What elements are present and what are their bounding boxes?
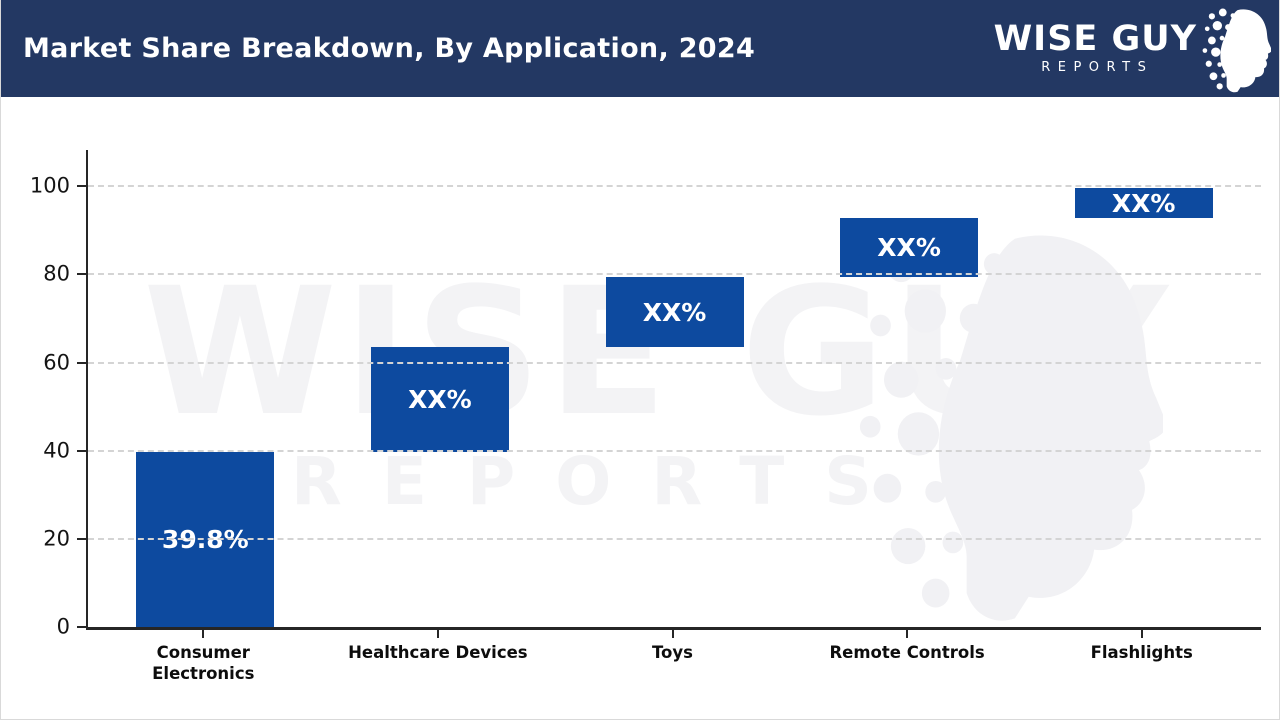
- y-tick-label: 100: [29, 173, 70, 198]
- gridline: [88, 449, 1261, 452]
- x-category-label: Healthcare Devices: [348, 643, 528, 662]
- chart-canvas: WISE GUY REPORTS 0 20 40 60 80 100 39.8% XX% XX…: [1, 97, 1279, 719]
- header-bar: Market Share Breakdown, By Application, …: [1, 0, 1279, 97]
- bar-segment: XX%: [840, 218, 979, 277]
- plot-area: 39.8% XX% XX% XX% XX%: [86, 150, 1261, 630]
- wiseguy-logo: WISE GUY REPORTS: [994, 5, 1271, 93]
- wiseguy-logo-text: WISE GUY REPORTS: [993, 19, 1197, 76]
- y-tick-label: 40: [43, 438, 70, 463]
- y-tick-mark: [77, 361, 86, 364]
- y-axis: 0 20 40 60 80 100: [1, 150, 86, 637]
- logo-subtitle: REPORTS: [1041, 60, 1154, 75]
- chart-title: Market Share Breakdown, By Application, …: [23, 33, 756, 64]
- x-tick-mark: [906, 629, 909, 638]
- x-tick-mark: [202, 629, 205, 638]
- gridline: [88, 185, 1261, 188]
- wiseguy-face-icon: [1202, 8, 1271, 92]
- x-category-label: Consumer Electronics: [152, 643, 255, 683]
- bar-value-label: XX%: [642, 297, 707, 327]
- x-tick-mark: [1140, 629, 1143, 638]
- gridline: [88, 537, 1261, 540]
- y-tick-mark: [77, 185, 86, 188]
- y-tick-label: 60: [43, 350, 70, 374]
- y-tick-mark: [77, 537, 86, 540]
- gridline: [88, 273, 1261, 276]
- y-tick-mark: [77, 626, 86, 628]
- watermark-subtitle: REPORTS: [291, 443, 912, 520]
- x-category-label: Remote Controls: [829, 643, 985, 662]
- y-tick-label: 0: [56, 614, 70, 639]
- y-tick-label: 20: [43, 526, 70, 551]
- bar-segment: XX%: [370, 347, 509, 452]
- y-tick-label: 80: [43, 261, 70, 286]
- bar-value-label: XX%: [408, 384, 472, 414]
- y-tick-mark: [77, 449, 86, 452]
- bar-segment: XX%: [1074, 187, 1213, 219]
- gridline: [88, 361, 1261, 364]
- bar-value-label: XX%: [1111, 188, 1176, 218]
- bar-value-label: XX%: [877, 233, 941, 263]
- x-category-label: Flashlights: [1090, 643, 1193, 662]
- x-axis: Consumer Electronics Healthcare Devices To…: [86, 629, 1259, 709]
- x-tick-mark: [671, 629, 674, 638]
- watermark-face-icon: [859, 231, 1163, 621]
- x-tick-mark: [436, 629, 439, 638]
- logo-wordmark: WISE GUY: [993, 19, 1197, 59]
- y-tick-mark: [77, 273, 86, 276]
- x-category-label: Toys: [651, 643, 693, 662]
- bar-segment: XX%: [605, 276, 744, 348]
